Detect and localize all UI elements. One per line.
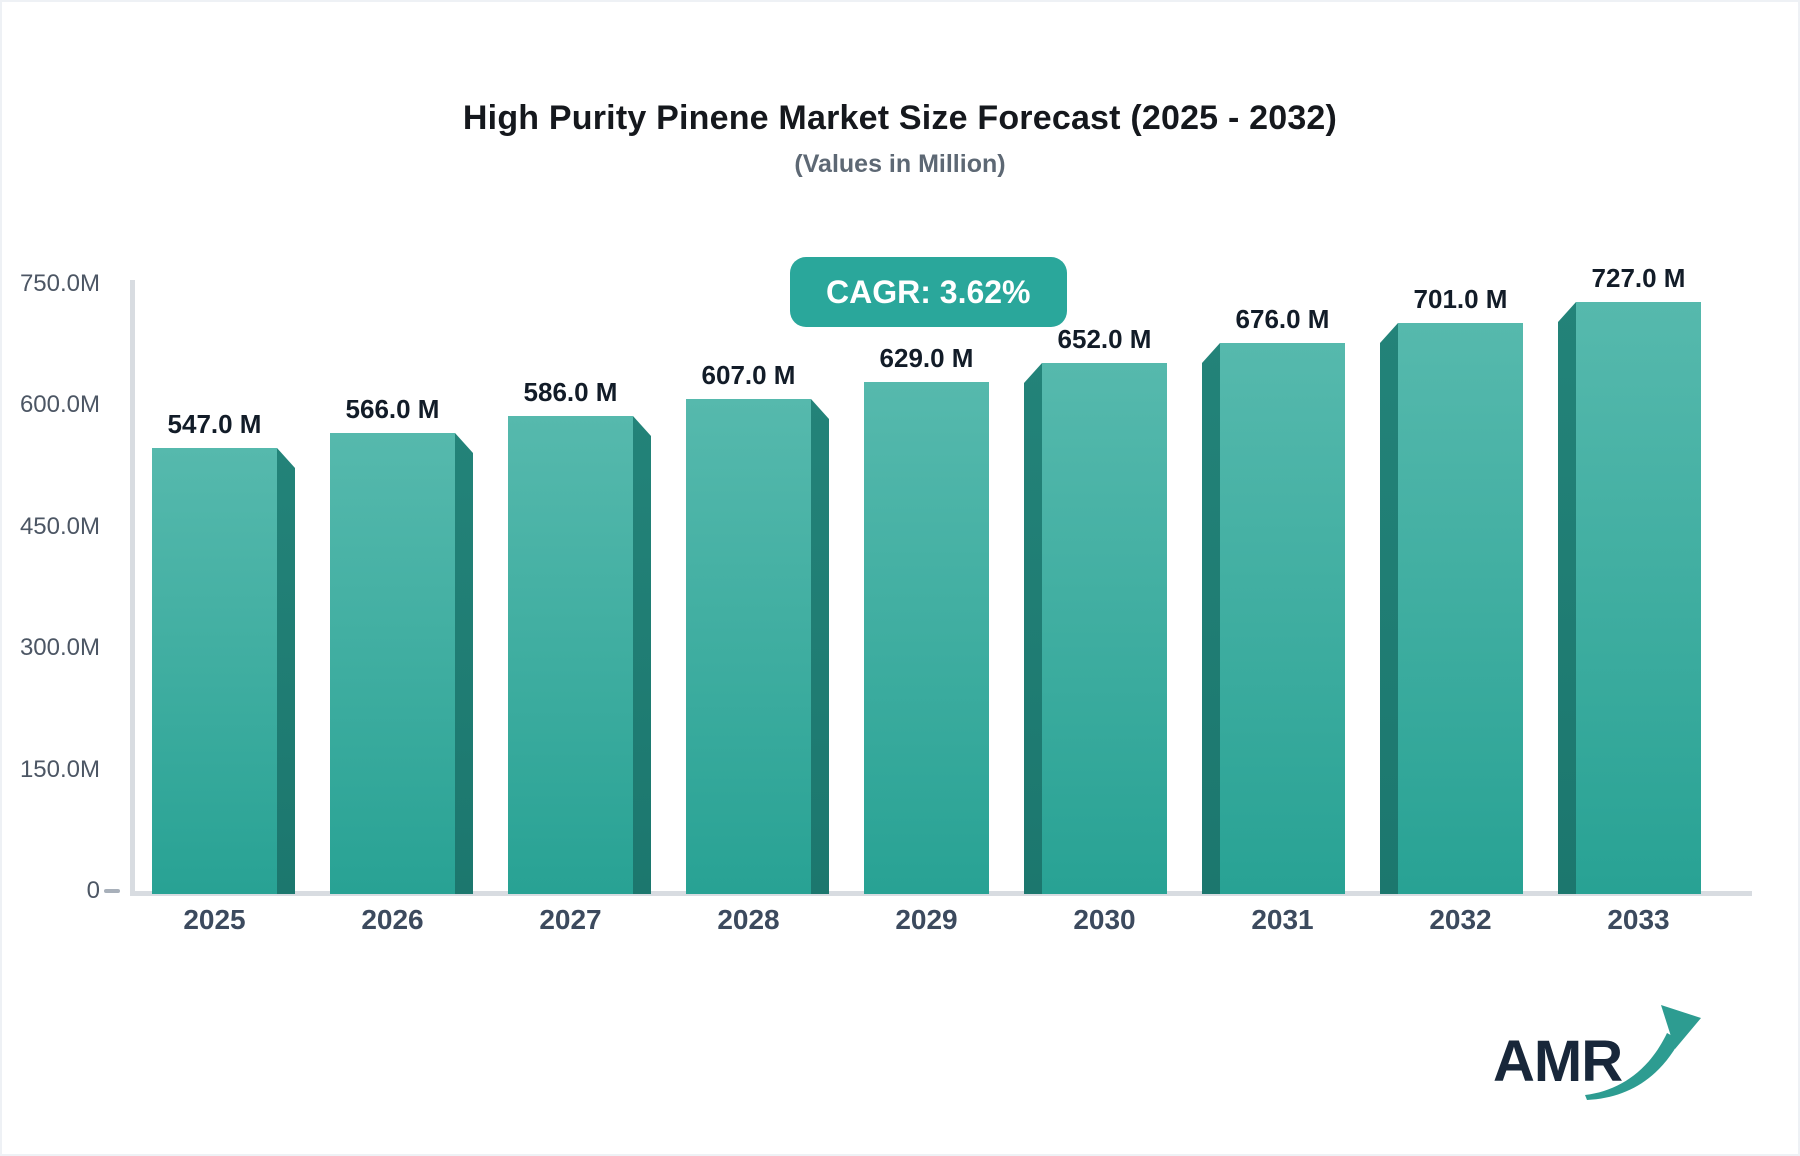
x-axis-year-label: 2028	[717, 904, 780, 935]
y-axis-tick-label: 600.0M	[19, 391, 100, 418]
bar-3d-side	[277, 448, 295, 894]
bar-3d-side	[1202, 343, 1220, 894]
bar-3d-side	[633, 416, 651, 894]
bar	[1220, 343, 1345, 894]
bar-3d-side	[1024, 363, 1042, 894]
bar	[508, 416, 633, 894]
bar	[330, 433, 455, 894]
bar	[1042, 363, 1167, 894]
bar-3d-side	[455, 433, 473, 894]
bar-3d-side	[1558, 302, 1576, 894]
bar-value-label: 701.0 M	[1413, 284, 1508, 314]
x-axis-year-label: 2033	[1607, 904, 1670, 935]
bar-3d-side	[1380, 323, 1398, 894]
bar	[152, 448, 277, 894]
bar-value-label: 607.0 M	[701, 360, 796, 390]
x-axis-year-label: 2026	[361, 904, 424, 935]
bar	[1398, 323, 1523, 894]
bar-value-label: 629.0 M	[879, 343, 974, 373]
bar	[1576, 302, 1701, 894]
bar-value-label: 676.0 M	[1235, 304, 1330, 334]
y-axis-tick-label: 150.0M	[19, 755, 100, 783]
trend-up-arrow-icon	[1585, 1005, 1701, 1100]
bar-value-label: 547.0 M	[167, 409, 262, 439]
y-axis-tick-label: 300.0M	[19, 634, 100, 661]
cagr-badge: CAGR: 3.62%	[790, 257, 1067, 327]
x-axis-year-label: 2025	[183, 904, 246, 935]
y-axis-tick-label: 0	[86, 877, 100, 904]
x-axis-year-label: 2027	[539, 904, 602, 935]
bar-value-label: 586.0 M	[523, 377, 618, 407]
y-axis-line	[130, 280, 135, 895]
y-axis-tick-label: 750.0M	[19, 269, 100, 297]
bar-value-label: 727.0 M	[1591, 263, 1686, 293]
x-axis-year-label: 2031	[1251, 904, 1314, 935]
x-axis-year-label: 2029	[895, 904, 958, 935]
x-axis-year-label: 2030	[1073, 904, 1136, 935]
y-axis-tick-label: 450.0M	[19, 512, 100, 540]
zero-tick-mark	[104, 889, 120, 893]
bar	[864, 382, 989, 894]
bar-value-label: 566.0 M	[345, 394, 440, 424]
x-axis-year-label: 2032	[1429, 904, 1492, 935]
chart-title: High Purity Pinene Market Size Forecast …	[462, 99, 1338, 137]
bar	[686, 399, 811, 894]
brand-logo: AMR	[1493, 999, 1701, 1109]
chart-subtitle: (Values in Million)	[794, 150, 1006, 178]
bar-3d-side	[811, 399, 829, 894]
bar-value-label: 652.0 M	[1057, 324, 1152, 354]
logo-text: AMR	[1493, 1029, 1623, 1094]
